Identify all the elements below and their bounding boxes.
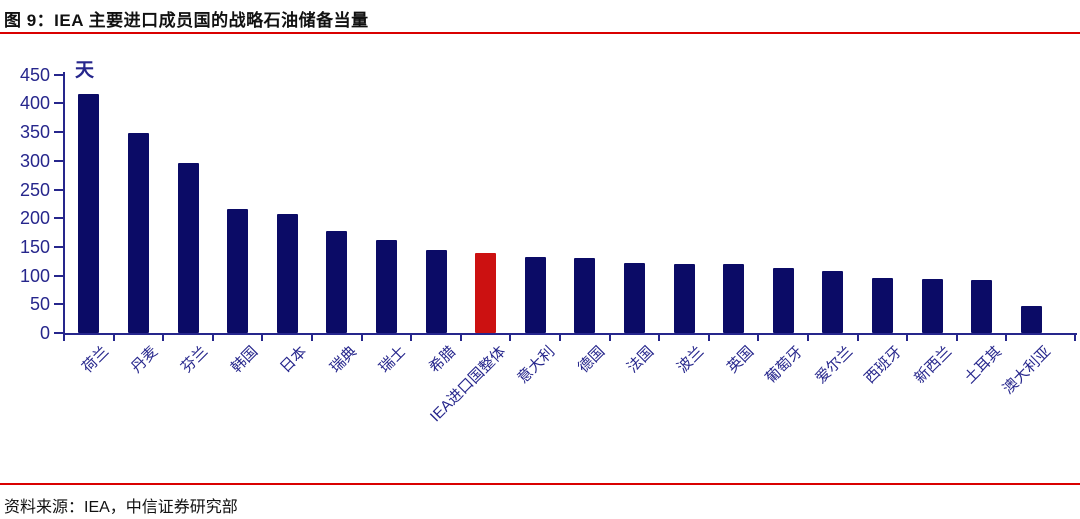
x-axis-tick [608, 335, 611, 341]
x-axis-line [63, 333, 1077, 335]
x-axis-label: 葡萄牙 [762, 343, 807, 387]
x-axis-tick [509, 335, 512, 341]
bar [723, 264, 745, 333]
bar [772, 268, 794, 333]
bar [177, 163, 199, 333]
y-axis-tick [54, 332, 63, 334]
y-axis-tick [54, 131, 63, 134]
y-axis-tick-label: 0 [39, 323, 50, 343]
x-axis-tick [311, 335, 313, 341]
y-axis-tick-label: 350 [19, 122, 50, 143]
x-axis-tick [906, 335, 909, 341]
bar [1020, 306, 1042, 333]
y-axis-tick [54, 274, 63, 277]
x-axis-label: 日本 [277, 343, 311, 377]
y-axis-tick [54, 188, 63, 191]
x-axis-label: 意大利 [514, 343, 559, 387]
x-axis-label: 韩国 [227, 343, 261, 377]
footer-rule [0, 483, 1080, 485]
x-axis-tick [807, 335, 809, 341]
x-axis-label: 爱尔兰 [812, 343, 856, 387]
bar [871, 278, 893, 333]
y-axis-tick [54, 102, 63, 105]
bar [276, 214, 298, 333]
y-axis-tick-label: 400 [19, 93, 50, 114]
bar [524, 257, 546, 333]
x-axis-tick [955, 335, 958, 341]
x-axis-label: 澳大利亚 [999, 343, 1055, 398]
x-axis-tick [856, 335, 859, 341]
x-axis-label: 瑞典 [326, 343, 360, 377]
x-axis-tick [211, 335, 214, 341]
source-note: 资料来源：IEA，中信证券研究部 [4, 499, 238, 516]
y-axis-tick [54, 217, 63, 220]
figure-title: 图 9：IEA 主要进口成员国的战略石油储备当量 [4, 11, 369, 30]
x-axis-tick [360, 335, 363, 341]
x-axis-tick [1074, 335, 1076, 341]
y-axis-tick-label: 200 [19, 208, 50, 229]
bar [425, 250, 447, 333]
x-axis-label: 新西兰 [911, 343, 956, 387]
x-axis-tick [658, 335, 661, 341]
y-axis-line [63, 72, 65, 335]
y-axis-unit-label: 天 [75, 60, 95, 81]
x-axis-tick [162, 335, 165, 341]
x-axis-tick [757, 335, 760, 341]
x-axis-tick [63, 335, 65, 341]
bar [78, 94, 100, 333]
y-axis-tick [54, 245, 63, 248]
x-axis-label: 英国 [723, 343, 757, 377]
x-axis-tick [559, 335, 561, 341]
bar-highlight [475, 253, 497, 333]
x-axis-label: 瑞士 [376, 343, 410, 377]
x-axis-label: 荷兰 [78, 343, 112, 377]
bar [971, 280, 993, 333]
x-axis-tick [112, 335, 115, 341]
x-axis-tick [707, 335, 710, 341]
title-underline [0, 32, 1080, 34]
bar [822, 271, 844, 333]
y-axis-tick-label: 50 [29, 294, 50, 315]
y-axis-tick-label: 450 [19, 64, 50, 85]
y-axis-tick [54, 303, 63, 306]
bar [227, 209, 249, 333]
bar [574, 258, 596, 333]
bar [921, 279, 943, 333]
y-axis-tick-label: 250 [19, 179, 50, 200]
x-axis-label: 丹麦 [128, 343, 162, 377]
y-axis-tick [54, 73, 63, 76]
bar [673, 264, 695, 333]
x-axis-label: 德国 [574, 343, 608, 377]
y-axis-tick-label: 300 [19, 150, 50, 171]
x-axis-tick [410, 335, 413, 341]
y-axis-tick [54, 159, 63, 162]
x-axis-label: 法国 [624, 343, 658, 377]
bar [326, 231, 348, 333]
bar [127, 133, 149, 333]
bar-chart: 天 0 50 100 150 200 250 300 350 400 450 荷兰 丹麦 芬兰 韩国 日本瑞… [19, 60, 1077, 425]
x-axis-label: 芬兰 [177, 343, 212, 377]
x-axis-label: 波兰 [673, 343, 708, 377]
x-axis-tick [261, 335, 264, 341]
x-axis-tick [1005, 335, 1008, 341]
y-axis-tick-label: 150 [19, 236, 50, 257]
y-axis-tick-label: 100 [19, 265, 50, 286]
bar [375, 240, 397, 333]
x-axis-label: 希腊 [425, 343, 460, 377]
x-axis-tick [459, 335, 462, 341]
x-axis-label: 西班牙 [861, 343, 906, 387]
bar [623, 263, 645, 333]
